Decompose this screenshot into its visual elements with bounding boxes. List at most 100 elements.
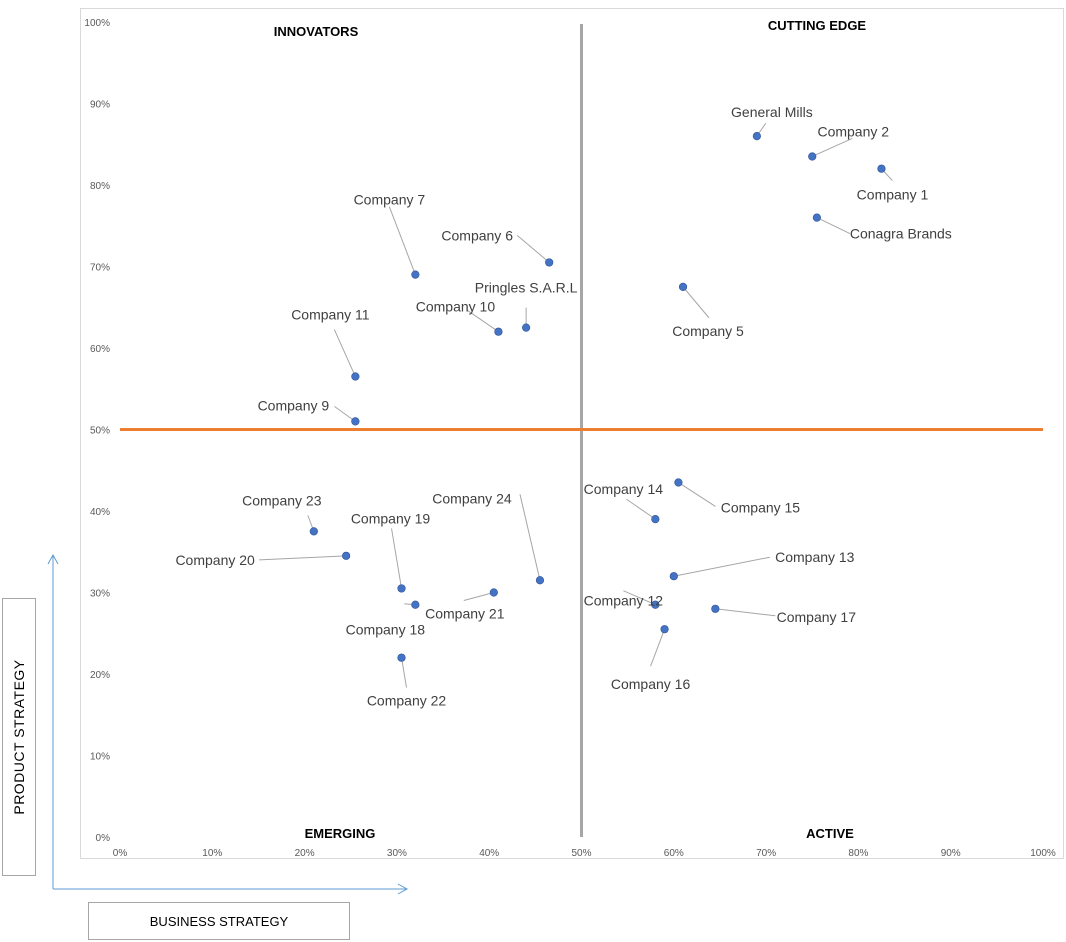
x-tick-label: 80% [848, 848, 868, 859]
point-label: Company 11 [291, 307, 370, 323]
leader-line [682, 286, 710, 319]
data-point[interactable] [877, 164, 886, 173]
leader-line [715, 608, 776, 617]
y-tick-label: 40% [90, 507, 110, 518]
x-axis-arrowhead [397, 883, 409, 895]
leader-line [678, 482, 716, 507]
data-point[interactable] [342, 551, 351, 560]
point-label: Company 12 [584, 593, 664, 609]
point-label: Company 24 [432, 490, 512, 506]
point-label: Company 2 [817, 123, 889, 139]
point-label: Company 6 [441, 227, 513, 243]
x-tick-label: 10% [202, 848, 222, 859]
data-point[interactable] [545, 258, 554, 267]
quadrant-innovators: INNOVATORS [274, 24, 359, 39]
data-point[interactable] [397, 584, 406, 593]
data-point[interactable] [678, 282, 688, 291]
leader-line [259, 555, 347, 561]
data-point[interactable] [397, 653, 406, 662]
data-point[interactable] [711, 604, 720, 613]
y-tick-label: 90% [90, 100, 110, 111]
y-tick-label: 0% [96, 833, 111, 844]
data-point[interactable] [411, 600, 420, 609]
point-label: Company 17 [777, 609, 857, 625]
y-tick-label: 70% [90, 263, 110, 274]
x-tick-label: 20% [295, 848, 315, 859]
point-label: Company 18 [346, 622, 426, 638]
x-tick-label: 0% [113, 848, 128, 859]
data-point[interactable] [674, 478, 683, 487]
y-tick-label: 50% [90, 426, 110, 437]
point-label: General Mills [731, 104, 813, 120]
point-label: Company 7 [354, 192, 426, 208]
x-tick-label: 40% [479, 848, 499, 859]
leader-lines [259, 122, 893, 688]
data-point[interactable] [351, 417, 360, 426]
point-label: Pringles S.A.R.L [475, 280, 578, 296]
y-tick-label: 80% [90, 181, 110, 192]
tick-labels: 0% 10% 20% 30% 40% 50% 60% 70% 80% 90% 100% 0% 10% 20… [84, 18, 1055, 859]
y-axis-title-box: PRODUCT STRATEGY [2, 598, 36, 876]
point-label: Company 19 [351, 510, 431, 526]
point-label: Company 23 [242, 492, 322, 508]
point-label: Conagra Brands [850, 226, 952, 242]
data-point[interactable] [522, 323, 531, 332]
y-tick-label: 60% [90, 344, 110, 355]
x-tick-label: 50% [571, 848, 591, 859]
x-axis-title-box: BUSINESS STRATEGY [88, 902, 350, 940]
leader-line [401, 657, 408, 688]
x-tick-label: 30% [387, 848, 407, 859]
leader-line [334, 405, 356, 422]
quadrant-emerging: EMERGING [305, 826, 376, 841]
data-point[interactable] [494, 327, 503, 336]
data-point[interactable] [651, 515, 660, 524]
point-label: Company 9 [258, 397, 330, 413]
leader-line [516, 235, 550, 263]
leader-line [466, 309, 499, 333]
y-tick-label: 10% [90, 752, 110, 763]
leader-line [391, 528, 403, 589]
leader-line [519, 494, 541, 581]
data-point[interactable] [309, 527, 318, 536]
y-tick-label: 100% [84, 18, 110, 29]
plot-area-frame [80, 8, 1064, 859]
quadrant-labels: INNOVATORS CUTTING EDGE EMERGING ACTIVE [274, 18, 867, 841]
data-point[interactable] [660, 625, 669, 634]
data-point[interactable] [812, 213, 821, 222]
point-label: Company 20 [175, 552, 255, 568]
axis-arrows [47, 553, 409, 895]
point-label: Company 22 [367, 693, 447, 709]
x-tick-label: 70% [756, 848, 776, 859]
leader-line [623, 590, 656, 606]
y-axis-arrowhead [47, 553, 59, 565]
point-label: Company 13 [775, 549, 855, 565]
data-point[interactable] [669, 572, 678, 581]
data-point[interactable] [489, 588, 498, 597]
point-label: Company 16 [611, 676, 691, 692]
point-label: Company 15 [721, 499, 801, 515]
data-point[interactable] [411, 270, 420, 279]
point-label: Company 1 [857, 187, 929, 203]
leader-line [463, 592, 494, 601]
point-label: Company 10 [416, 299, 496, 315]
leader-line [626, 498, 656, 520]
leader-line [388, 206, 416, 275]
data-point[interactable] [752, 132, 761, 141]
data-point[interactable] [808, 152, 817, 161]
quadrant-dividers [120, 24, 1043, 837]
point-label: Company 5 [672, 323, 744, 339]
x-axis-title: BUSINESS STRATEGY [149, 913, 289, 929]
leader-line [673, 556, 770, 577]
leader-line [812, 138, 853, 157]
quadrant-cutting-edge: CUTTING EDGE [768, 18, 867, 33]
data-point[interactable] [535, 576, 545, 585]
data-points [309, 132, 886, 662]
quadrant-active: ACTIVE [806, 826, 854, 841]
data-point[interactable] [651, 600, 660, 609]
point-label: Company 21 [425, 606, 505, 622]
data-point[interactable] [351, 372, 360, 381]
leader-line [816, 217, 851, 235]
x-tick-label: 60% [664, 848, 684, 859]
